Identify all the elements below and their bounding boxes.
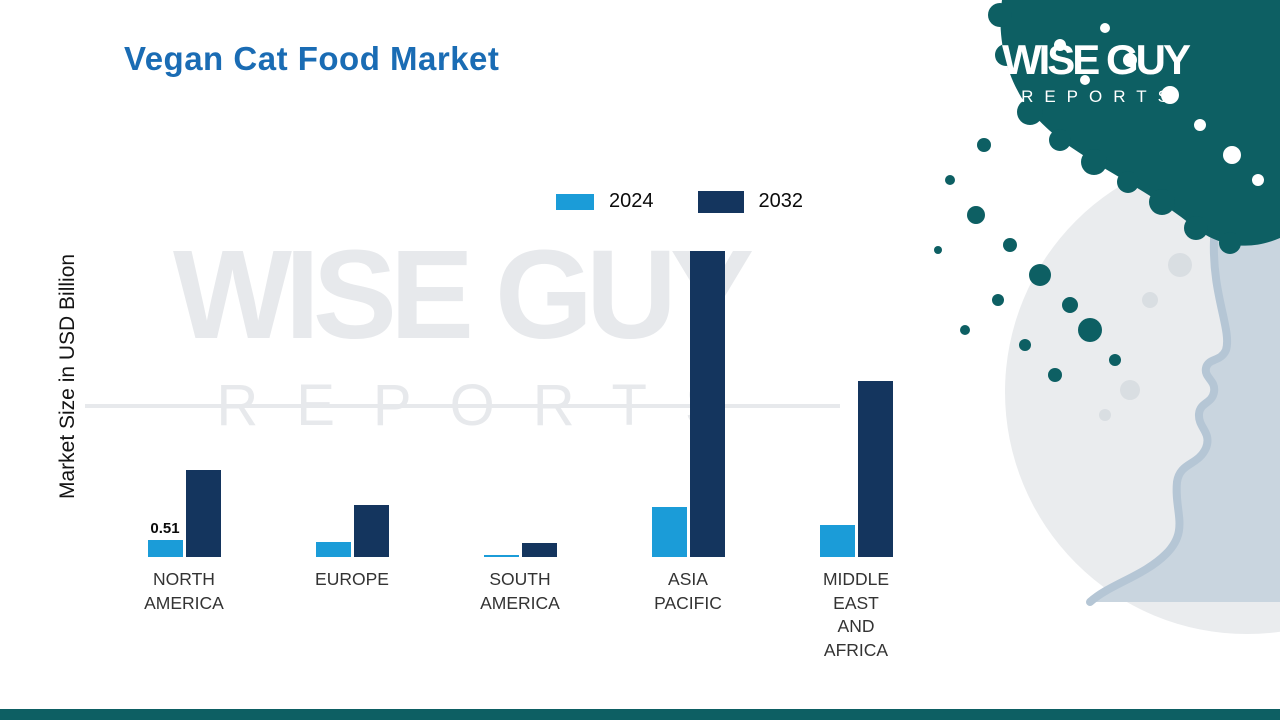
category-label: ASIA PACIFIC [654, 569, 722, 613]
chart-title: Vegan Cat Food Market [124, 40, 500, 77]
brand-name-text: WISE GUY [1001, 36, 1191, 83]
category-label: NORTH AMERICA [144, 569, 224, 613]
bar-2032 [689, 251, 725, 557]
brand-logo: WISE GUY REPORTS [972, 36, 1218, 107]
teal-blob-shape [1000, 0, 1280, 246]
category-label: MIDDLE EAST AND AFRICA [822, 569, 890, 660]
value-label: 0.51 [150, 520, 180, 537]
watermark-line [85, 404, 840, 408]
category-label: EUROPE [315, 569, 389, 589]
bar-2024 [147, 540, 183, 557]
bar-2024 [651, 507, 687, 557]
bar-2024 [315, 542, 351, 557]
watermark-wise-guy: WISE GUY [172, 224, 754, 365]
category-group: ASIA PACIFIC [604, 195, 772, 613]
bar-chart: 0.51 NORTH AMERICA EUROPE SOUTH AMERICA ASIA… [100, 195, 940, 660]
gray-dots [1099, 253, 1192, 421]
teal-dots [934, 138, 1121, 382]
legend: 2024 2032 [556, 190, 803, 213]
legend-item-2032: 2032 [697, 190, 804, 213]
category-group: EUROPE [268, 195, 436, 589]
bar-2032 [521, 543, 557, 557]
bar-2024 [819, 525, 855, 557]
legend-label-2032: 2032 [758, 190, 804, 212]
category-group: 0.51 NORTH AMERICA [100, 195, 268, 613]
face-profile-outline [1086, 64, 1232, 606]
legend-item-2024: 2024 [556, 190, 654, 213]
bottom-accent-bar [0, 709, 1280, 720]
watermark-reports: REPORTS [216, 373, 762, 438]
white-dots [1054, 23, 1264, 186]
bar-2032 [857, 381, 893, 557]
teal-edge-bumps [988, 3, 1241, 254]
category-label: SOUTH AMERICA [480, 569, 560, 613]
legend-label-2024: 2024 [609, 190, 654, 212]
wiseguy-head-graphic [934, 0, 1280, 634]
bar-2032 [185, 470, 221, 557]
brand-reports-text: REPORTS [1021, 87, 1180, 106]
bar-2032 [353, 505, 389, 557]
category-group: MIDDLE EAST AND AFRICA [772, 195, 940, 660]
bar-2024 [483, 555, 519, 557]
y-axis-label: Market Size in USD Billion [56, 253, 79, 499]
legend-swatch-2032 [697, 190, 744, 213]
category-group: SOUTH AMERICA [436, 195, 604, 613]
legend-swatch-2024 [556, 193, 594, 210]
